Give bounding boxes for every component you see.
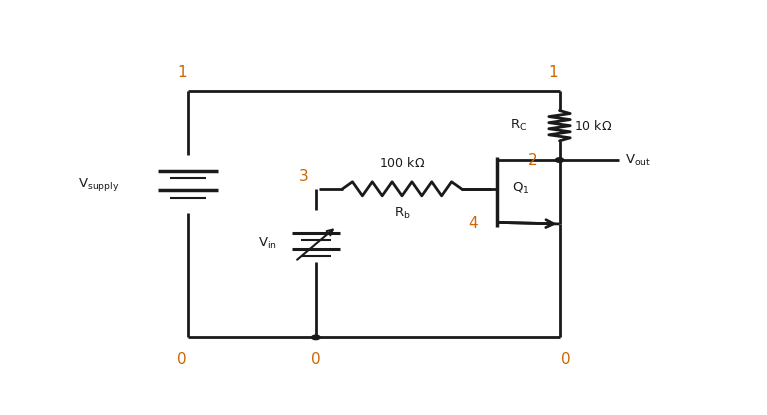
Text: V$_{\mathsf{in}}$: V$_{\mathsf{in}}$ xyxy=(258,237,277,251)
Text: 1: 1 xyxy=(548,65,558,80)
Text: 4: 4 xyxy=(469,217,478,232)
Text: 10 k$\Omega$: 10 k$\Omega$ xyxy=(574,119,613,133)
Text: R$_{\mathsf{C}}$: R$_{\mathsf{C}}$ xyxy=(509,118,527,133)
Text: 100 k$\Omega$: 100 k$\Omega$ xyxy=(379,156,425,170)
Text: 0: 0 xyxy=(311,352,321,367)
Text: V$_{\mathsf{out}}$: V$_{\mathsf{out}}$ xyxy=(625,152,651,168)
Text: Q$_1$: Q$_1$ xyxy=(512,181,529,196)
Text: 0: 0 xyxy=(561,352,571,367)
Text: 1: 1 xyxy=(177,65,187,80)
Text: 0: 0 xyxy=(177,352,187,367)
Circle shape xyxy=(555,158,564,162)
Circle shape xyxy=(311,335,320,339)
Text: 3: 3 xyxy=(299,168,309,183)
Text: V$_{\mathsf{supply}}$: V$_{\mathsf{supply}}$ xyxy=(78,176,120,193)
Text: 2: 2 xyxy=(528,153,538,168)
Text: R$_{\mathsf{b}}$: R$_{\mathsf{b}}$ xyxy=(393,206,410,222)
